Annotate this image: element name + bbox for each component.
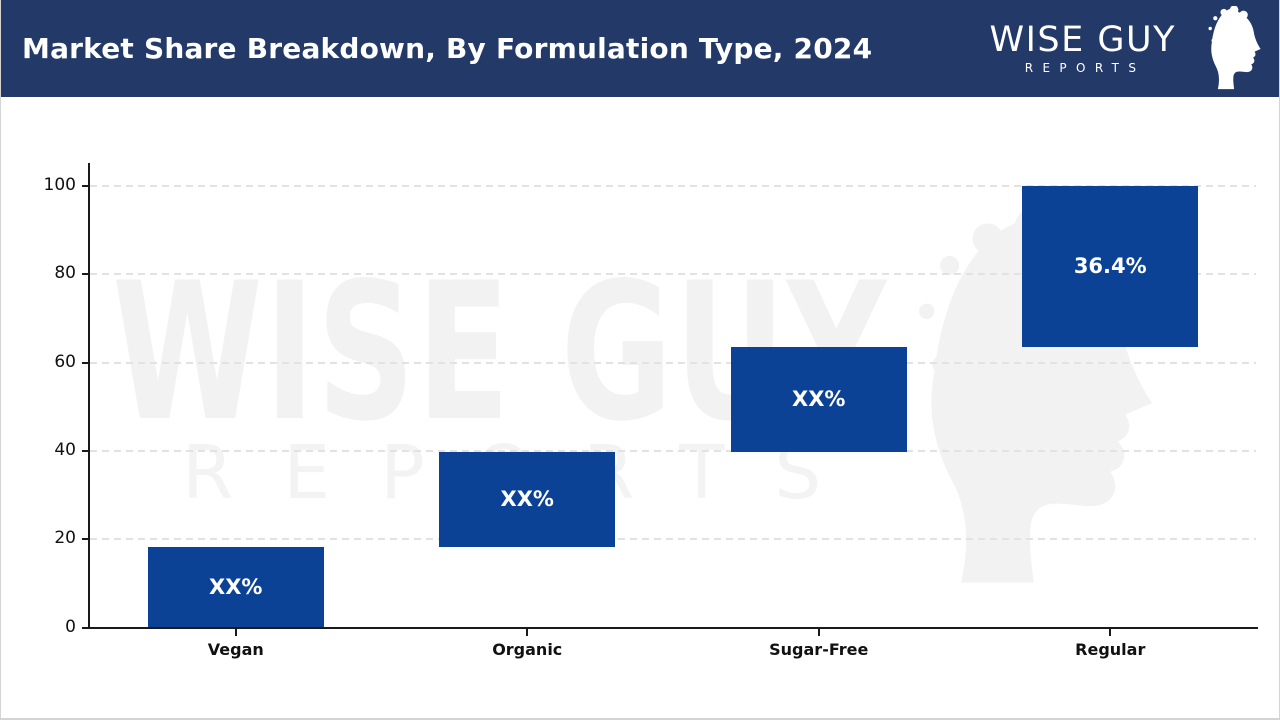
- header-bar: Market Share Breakdown, By Formulation T…: [0, 0, 1280, 97]
- y-tick-label: 0: [65, 616, 76, 637]
- x-axis-tick: [817, 629, 820, 636]
- x-tick-label: Sugar-Free: [769, 639, 869, 659]
- x-axis-tick: [234, 629, 237, 636]
- y-axis-spine: [88, 163, 90, 629]
- bar-value-label: XX%: [209, 575, 263, 600]
- logo-text: WISE GUY REPORTS: [989, 20, 1176, 75]
- y-tick-label: 100: [43, 175, 76, 195]
- page-title: Market Share Breakdown, By Formulation T…: [22, 32, 873, 65]
- x-axis-tick: [526, 629, 529, 636]
- bar-value-label: XX%: [792, 387, 846, 412]
- x-tick-label: Organic: [492, 639, 563, 659]
- y-axis-tick: [82, 449, 89, 452]
- x-tick-label: Vegan: [207, 639, 264, 659]
- wise-guy-reports-logo: WISE GUY REPORTS: [989, 5, 1264, 92]
- bar: XX%: [730, 346, 907, 453]
- y-tick-label: 60: [54, 351, 76, 372]
- grid-line: [90, 361, 1256, 364]
- bar: 36.4%: [1022, 186, 1199, 347]
- page-border-left: [0, 0, 1, 720]
- grid-line: [90, 273, 1256, 276]
- bar-value-label: 36.4%: [1073, 254, 1147, 279]
- bar: XX%: [439, 452, 616, 547]
- logo-subtitle: REPORTS: [1024, 61, 1146, 75]
- y-axis-tick: [82, 626, 89, 629]
- y-tick-label: 20: [54, 528, 76, 549]
- y-axis-tick: [82, 361, 89, 364]
- y-axis-tick: [82, 538, 89, 541]
- page-border-bottom: [0, 718, 1280, 720]
- x-axis-tick: [1109, 629, 1112, 636]
- y-tick-label: 80: [54, 263, 76, 284]
- dotted-head-logo-icon: [1208, 5, 1261, 89]
- y-tick-label: 40: [54, 439, 76, 460]
- bar: XX%: [147, 546, 324, 628]
- logo-wordmark: WISE GUY: [989, 20, 1176, 60]
- grid-line: [90, 449, 1256, 452]
- market-share-chart: 0 20 40 60 80 100 Vegan XX% Organic XX% Sugar-Free…: [0, 97, 1280, 720]
- grid-line: [90, 538, 1256, 541]
- x-tick-label: Regular: [1075, 639, 1146, 659]
- y-axis-tick: [82, 185, 89, 187]
- y-axis-tick: [82, 273, 89, 276]
- x-axis-spine: [88, 627, 1258, 629]
- bar-value-label: XX%: [500, 487, 554, 512]
- grid-line: [90, 185, 1256, 187]
